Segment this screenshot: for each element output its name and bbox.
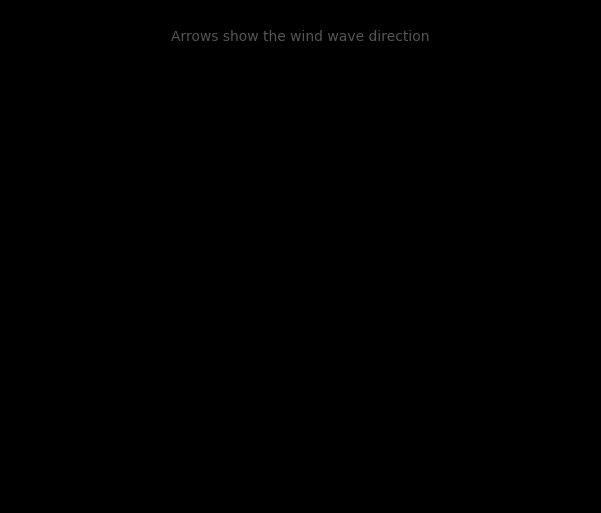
Text: Arrows show the wind wave direction: Arrows show the wind wave direction [171, 30, 430, 44]
Text: Secondary Swell energy on Monday 14 Oct at 8am PST: Secondary Swell energy on Monday 14 Oct … [24, 6, 577, 24]
